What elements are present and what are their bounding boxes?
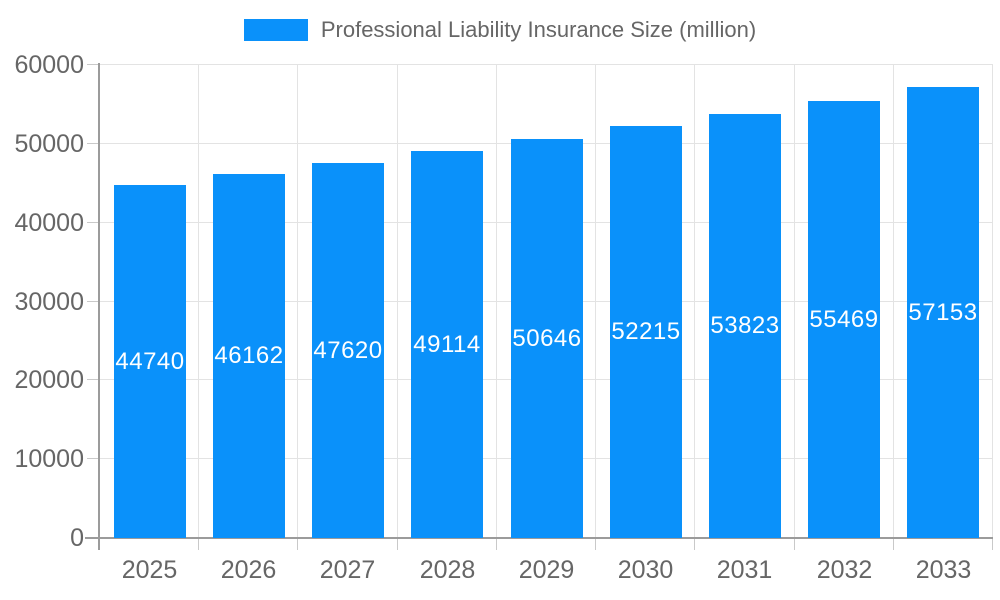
x-tick-label: 2025 bbox=[121, 556, 178, 584]
x-tick-label: 2031 bbox=[716, 556, 773, 584]
x-axis bbox=[85, 537, 993, 539]
y-tick-label: 10000 bbox=[14, 445, 84, 473]
bar-2033: 57153 bbox=[907, 87, 979, 538]
bar-2031: 53823 bbox=[709, 114, 781, 538]
bar-value-label: 55469 bbox=[809, 305, 879, 333]
x-gridline bbox=[893, 65, 894, 538]
y-tick-mark bbox=[87, 379, 100, 380]
y-tick-mark bbox=[87, 64, 100, 65]
x-tick-mark bbox=[595, 538, 596, 550]
y-tick-label: 50000 bbox=[14, 130, 84, 158]
x-tick-label: 2027 bbox=[319, 556, 376, 584]
x-tick-label: 2030 bbox=[617, 556, 674, 584]
x-gridline bbox=[496, 65, 497, 538]
bar-value-label: 46162 bbox=[214, 342, 284, 369]
bar-2028: 49114 bbox=[411, 151, 483, 538]
y-tick-label: 20000 bbox=[14, 366, 84, 394]
bar-2027: 47620 bbox=[312, 163, 384, 538]
x-tick-label: 2032 bbox=[816, 556, 873, 584]
y-tick-label: 60000 bbox=[14, 51, 84, 79]
bar-2030: 52215 bbox=[610, 126, 682, 538]
x-tick-mark bbox=[297, 538, 298, 550]
x-gridline bbox=[297, 65, 298, 538]
x-tick-label: 2026 bbox=[220, 556, 277, 584]
x-gridline bbox=[397, 65, 398, 538]
bar-value-label: 50646 bbox=[512, 324, 582, 352]
bar-value-label: 52215 bbox=[611, 318, 681, 345]
x-tick-mark bbox=[893, 538, 894, 550]
y-tick-label: 30000 bbox=[14, 288, 84, 316]
bar-2026: 46162 bbox=[213, 174, 285, 538]
y-tick-mark bbox=[87, 143, 100, 144]
y-tick-mark bbox=[87, 222, 100, 223]
y-tick-mark bbox=[87, 301, 100, 302]
y-gridline bbox=[100, 64, 993, 65]
y-tick-label: 40000 bbox=[14, 209, 84, 237]
y-tick-mark bbox=[87, 458, 100, 459]
bar-2029: 50646 bbox=[511, 139, 583, 538]
x-gridline bbox=[694, 65, 695, 538]
y-axis bbox=[98, 63, 100, 550]
x-tick-mark bbox=[198, 538, 199, 550]
bar-value-label: 47620 bbox=[313, 336, 383, 364]
x-gridline bbox=[794, 65, 795, 538]
y-tick-label: 0 bbox=[70, 524, 84, 552]
x-tick-mark bbox=[496, 538, 497, 550]
x-tick-mark bbox=[992, 538, 993, 550]
bar-value-label: 44740 bbox=[115, 347, 185, 375]
x-tick-mark bbox=[694, 538, 695, 550]
x-tick-label: 2028 bbox=[419, 556, 476, 584]
x-tick-mark bbox=[397, 538, 398, 550]
x-tick-label: 2033 bbox=[915, 556, 972, 584]
x-gridline bbox=[198, 65, 199, 538]
bar-value-label: 53823 bbox=[710, 312, 780, 339]
bar-value-label: 57153 bbox=[908, 298, 978, 326]
x-gridline bbox=[595, 65, 596, 538]
bar-2025: 44740 bbox=[114, 185, 186, 538]
legend-swatch[interactable] bbox=[243, 19, 308, 41]
x-tick-mark bbox=[794, 538, 795, 550]
legend: Professional Liability Insurance Size (m… bbox=[0, 16, 1000, 44]
x-tick-label: 2029 bbox=[518, 556, 575, 584]
bar-2032: 55469 bbox=[808, 101, 880, 538]
x-gridline bbox=[992, 65, 993, 538]
legend-label[interactable]: Professional Liability Insurance Size (m… bbox=[320, 17, 757, 42]
bar-value-label: 49114 bbox=[413, 330, 481, 358]
